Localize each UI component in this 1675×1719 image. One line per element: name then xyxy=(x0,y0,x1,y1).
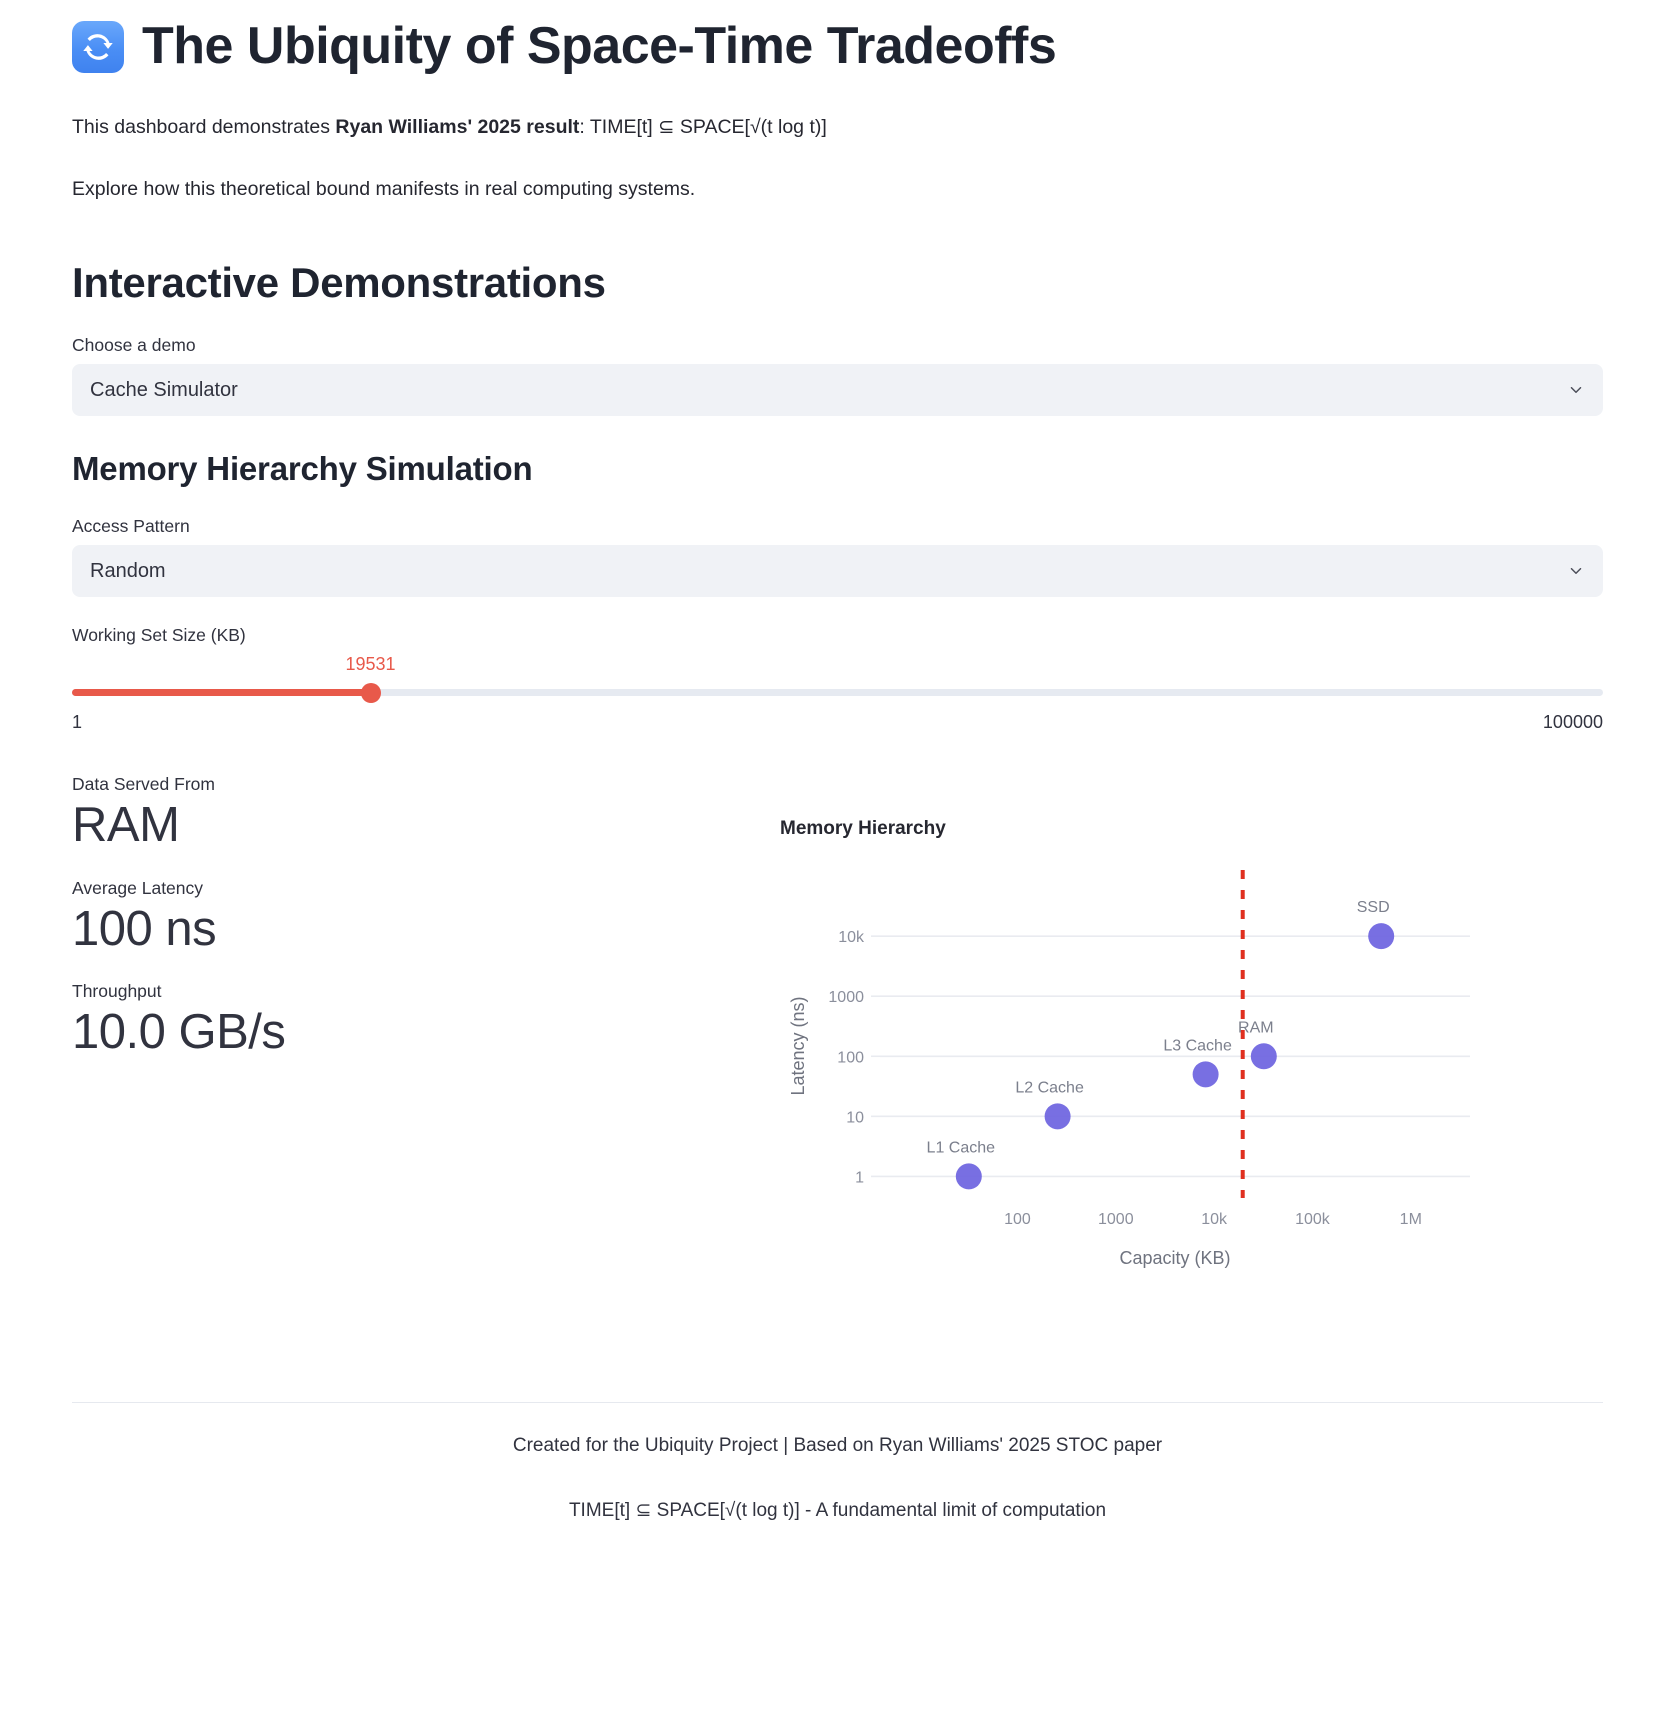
x-tick-label: 100 xyxy=(1004,1211,1031,1228)
data-point-label: L2 Cache xyxy=(1015,1079,1084,1096)
footer-line-2: TIME[t] ⊆ SPACE[√(t log t)] - A fundamen… xyxy=(0,1499,1675,1522)
lead-paragraph-2: Explore how this theoretical bound manif… xyxy=(72,178,1603,201)
demo-select[interactable]: Cache Simulator xyxy=(72,364,1603,416)
y-axis-title: Latency (ns) xyxy=(788,996,808,1095)
app-header: The Ubiquity of Space-Time Tradeoffs xyxy=(72,0,1603,75)
lead-strong: Ryan Williams' 2025 result xyxy=(335,116,579,138)
memory-hierarchy-chart: Memory Hierarchy 1 10 100 1000 10k 100 1000 10k… xyxy=(780,818,1500,1298)
y-tick-label: 10 xyxy=(846,1109,864,1126)
data-point-label: RAM xyxy=(1238,1019,1274,1036)
data-point-marker[interactable] xyxy=(1251,1043,1277,1069)
data-point-marker[interactable] xyxy=(956,1163,982,1189)
chart-title: Memory Hierarchy xyxy=(780,818,1500,840)
page-footer: Created for the Ubiquity Project | Based… xyxy=(0,1435,1675,1522)
x-tick-label: 1000 xyxy=(1098,1211,1134,1228)
metric-average-latency: Average Latency 100 ns xyxy=(72,878,712,957)
metric-throughput: Throughput 10.0 GB/s xyxy=(72,981,712,1060)
y-tick-label: 1 xyxy=(855,1169,864,1186)
footer-divider xyxy=(72,1402,1603,1403)
access-pattern-value: Random xyxy=(90,560,166,583)
page-title: The Ubiquity of Space-Time Tradeoffs xyxy=(142,18,1056,75)
footer-line-1: Created for the Ubiquity Project | Based… xyxy=(0,1435,1675,1457)
slider-thumb[interactable] xyxy=(361,683,381,703)
metric-label: Throughput xyxy=(72,981,712,1002)
metric-label: Average Latency xyxy=(72,878,712,899)
chart-canvas: 1 10 100 1000 10k 100 1000 10k 100k 1M Capacity (K… xyxy=(770,862,1490,1302)
data-point-label: L1 Cache xyxy=(927,1139,996,1156)
access-pattern-select[interactable]: Random xyxy=(72,545,1603,597)
subsection-heading-simulation: Memory Hierarchy Simulation xyxy=(72,450,1603,488)
section-heading-demos: Interactive Demonstrations xyxy=(72,259,1603,307)
slider-fill xyxy=(72,689,371,696)
data-point-label: L3 Cache xyxy=(1163,1037,1232,1054)
metric-value: 10.0 GB/s xyxy=(72,1004,712,1060)
lead-prefix: This dashboard demonstrates xyxy=(72,116,335,138)
y-tick-label: 1000 xyxy=(828,989,864,1006)
metric-data-served-from: Data Served From RAM xyxy=(72,774,712,853)
x-tick-label: 100k xyxy=(1295,1211,1331,1228)
metric-value: 100 ns xyxy=(72,901,712,957)
data-point-label: SSD xyxy=(1357,899,1390,916)
access-pattern-label: Access Pattern xyxy=(72,516,1603,537)
working-set-size-slider[interactable]: 19531 1 100000 xyxy=(72,654,1603,746)
metrics-panel: Data Served From RAM Average Latency 100… xyxy=(72,774,712,1060)
page-root: The Ubiquity of Space-Time Tradeoffs Thi… xyxy=(0,0,1675,1719)
chevron-down-icon xyxy=(1567,562,1585,580)
choose-demo-label: Choose a demo xyxy=(72,335,1603,356)
slider-max-label: 100000 xyxy=(1543,712,1603,733)
metric-label: Data Served From xyxy=(72,774,712,795)
x-tick-label: 10k xyxy=(1201,1211,1228,1228)
slider-track[interactable] xyxy=(72,689,1603,696)
demo-select-value: Cache Simulator xyxy=(90,379,238,402)
lead-paragraph: This dashboard demonstrates Ryan William… xyxy=(72,113,1603,142)
data-point-marker[interactable] xyxy=(1193,1061,1219,1087)
y-tick-label: 10k xyxy=(838,929,865,946)
slider-min-label: 1 xyxy=(72,712,82,733)
x-tick-label: 1M xyxy=(1400,1211,1422,1228)
lead-suffix: : TIME[t] ⊆ SPACE[√(t log t)] xyxy=(579,116,826,138)
y-tick-label: 100 xyxy=(837,1049,864,1066)
chevron-down-icon xyxy=(1567,381,1585,399)
data-point-marker[interactable] xyxy=(1045,1103,1071,1129)
working-set-size-label: Working Set Size (KB) xyxy=(72,625,1603,646)
data-point-marker[interactable] xyxy=(1368,923,1394,949)
x-axis-title: Capacity (KB) xyxy=(1119,1248,1230,1268)
metric-value: RAM xyxy=(72,797,712,853)
slider-value-bubble: 19531 xyxy=(346,654,396,675)
refresh-cycle-icon xyxy=(72,21,124,73)
